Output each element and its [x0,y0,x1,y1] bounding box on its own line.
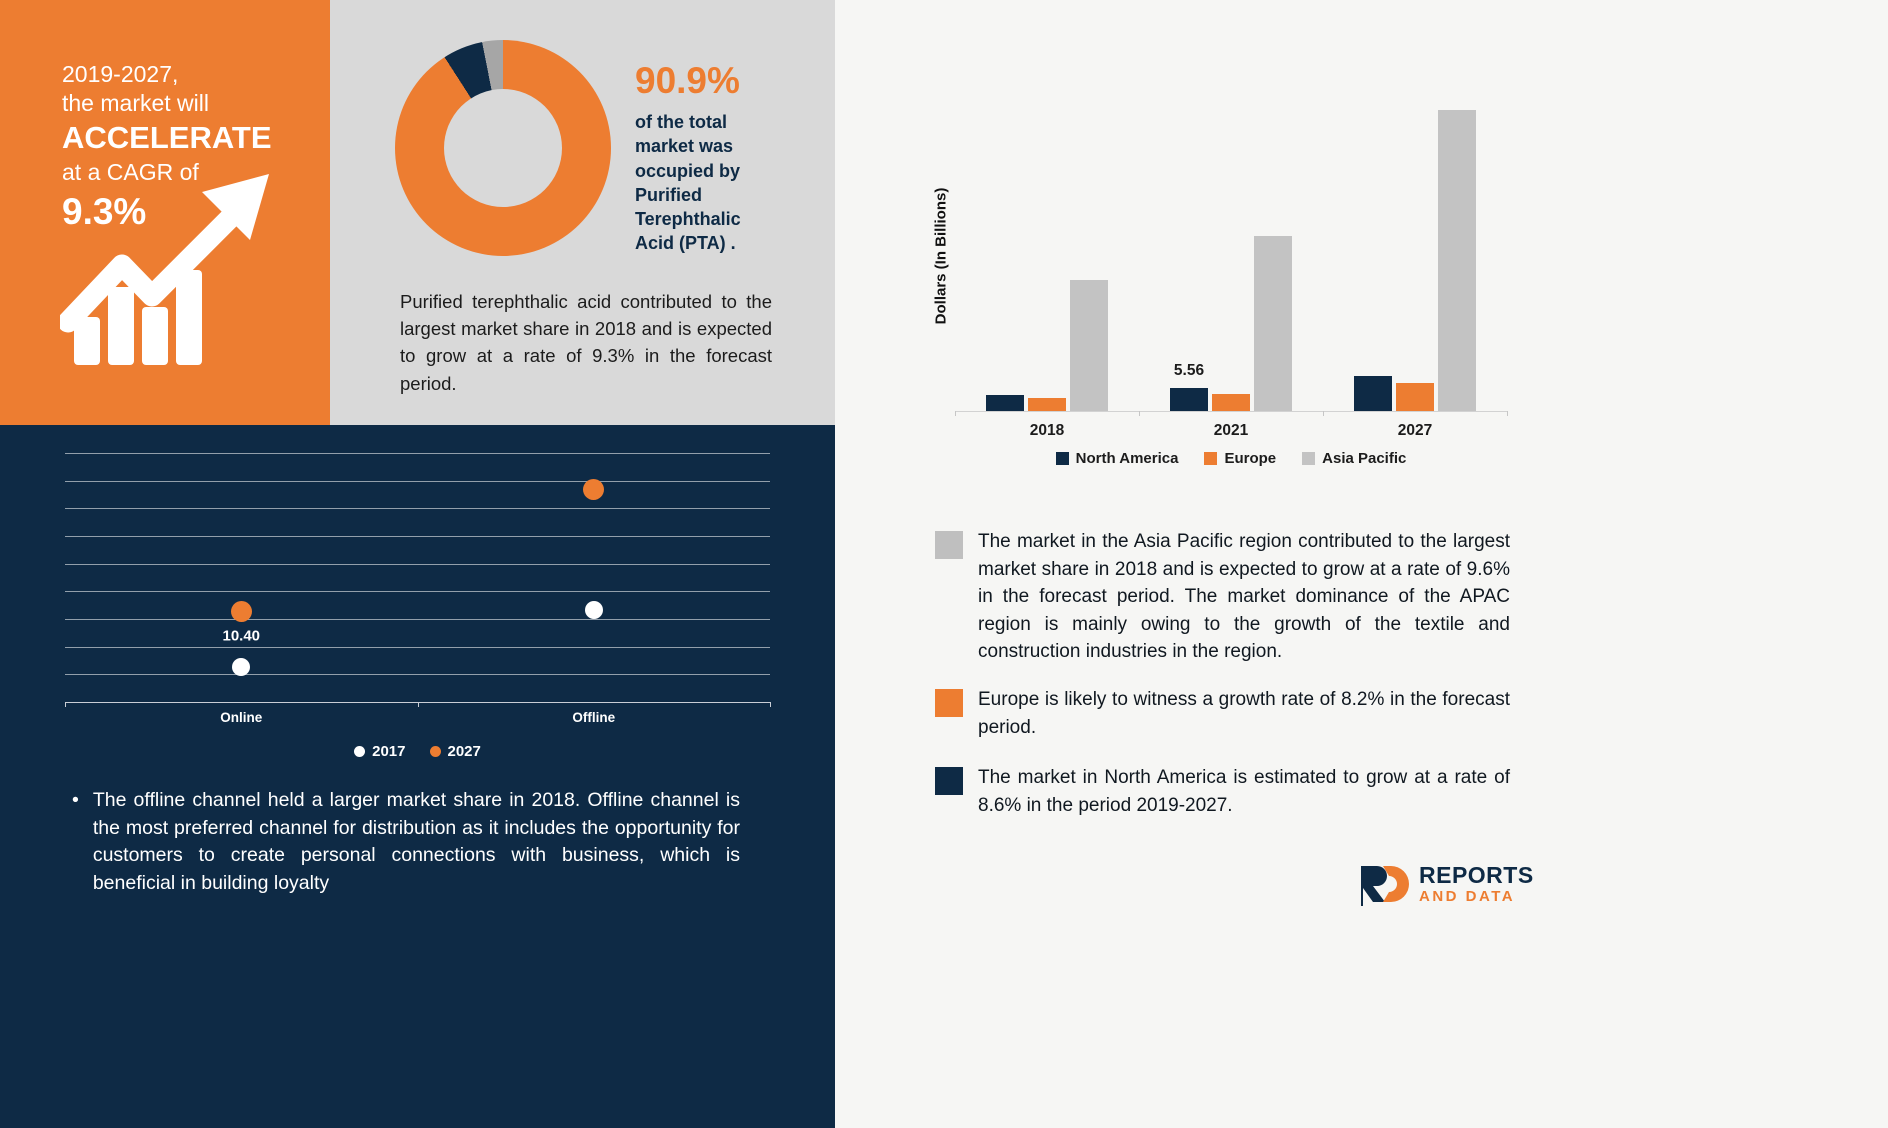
reports-and-data-logo-mark [1361,866,1409,906]
axis-tick [1139,411,1140,416]
promo-period: 2019-2027, [62,61,179,87]
category-label-online: Online [220,710,263,725]
north-america-swatch [935,767,963,795]
cagr-promo-panel: 2019-2027, the market will ACCELERATE at… [0,0,330,425]
gridline [65,563,770,565]
bar-europe-2018 [1028,398,1066,411]
europe-text: Europe is likely to witness a growth rat… [978,689,1510,738]
gridline [65,619,770,620]
north-america-text: The market in North America is estimated… [978,767,1510,816]
bar-north-america-2018 [986,394,1024,411]
data-label: 10.40 [222,627,261,645]
axis-tick [770,702,771,707]
europe-swatch [935,689,963,717]
dot-plot-area: Online Offline 10.40 [65,453,771,725]
data-point-2017-offline [584,601,603,620]
bar-asia-pacific-2021 [1254,236,1292,411]
legend-item-2017: 2017 [354,743,406,760]
data-point-2017-online [232,658,251,677]
category-label-2021: 2021 [1213,422,1249,439]
donut-hole [444,89,562,207]
legend-label: Europe [1224,450,1277,467]
category-label-offline: Offline [572,710,616,725]
category-label-2027: 2027 [1397,422,1433,439]
promo-subline: the market will [62,89,209,116]
bar-asia-pacific-2018 [1070,279,1108,411]
data-label: 5.56 [1173,361,1205,379]
pta-stat-caption: of the total market was occupied by Puri… [635,112,741,254]
data-point-2027-online [230,600,252,622]
axis-tick [65,702,66,707]
axis-tick [417,702,419,707]
logo-line1: REPORTS [1419,862,1534,889]
gridline [65,480,770,482]
legend-item-north-america: North America [1055,450,1179,467]
region-bullet-north-america: The market in North America is estimated… [935,764,1510,819]
channel-panel: Online Offline 10.40 2017 2027 • The offlin… [0,425,835,1128]
logo-text: REPORTS AND DATA [1419,863,1534,904]
pta-stat-value: 90.9% [635,60,740,101]
reports-and-data-logo: REPORTS AND DATA [1357,862,1534,906]
dot-plot-legend: 2017 2027 [65,743,770,760]
promo-cagr-label: at a CAGR of [62,159,199,186]
channel-bullet-text: The offline channel held a larger market… [92,789,740,895]
axis-tick [1507,411,1508,416]
bar-ylabel: Dollars (In Billions) [932,187,950,325]
pta-paragraph: Purified terephthalic acid contributed t… [400,291,772,394]
bar-chart-legend: North America Europe Asia Pacific [955,450,1507,467]
bar-europe-2021 [1212,394,1250,411]
asia-pacific-swatch [935,531,963,559]
legend-swatch [354,746,366,757]
bar-north-america-2021 [1170,387,1208,411]
legend-swatch [1204,452,1218,465]
legend-swatch [1055,452,1069,465]
region-bullet-asia-pacific: The market in the Asia Pacific region co… [935,528,1510,666]
gridline [65,508,770,510]
legend-item-europe: Europe [1204,450,1276,467]
legend-swatch [429,746,441,757]
legend-label: North America [1075,450,1179,467]
axis-tick [955,411,956,416]
growth-arrow-icon [60,174,269,365]
bar-chart-area: 2018 2021 2027 5.56 [955,100,1508,439]
region-bullet-europe: Europe is likely to witness a growth rat… [935,686,1510,741]
promo-cagr-value: 9.3% [62,191,147,233]
legend-label: 2017 [372,743,406,760]
regional-panel: Dollars (In Billions) 2018 2021 2027 5.56 N… [835,0,1888,1128]
cagr-promo-text: 2019-2027, the market will ACCELERATE at… [62,60,312,233]
gridline [65,674,770,676]
data-point-2027-offline [583,479,605,501]
axis-tick [1323,411,1324,416]
pta-donut [395,40,611,256]
pta-stat: 90.9% of the total market was occupied b… [635,60,795,256]
bar-asia-pacific-2027 [1438,110,1476,411]
gridline [65,453,770,454]
gridline [65,536,770,537]
legend-label: 2027 [447,743,481,760]
asia-pacific-text: The market in the Asia Pacific region co… [978,531,1510,663]
promo-accelerate: ACCELERATE [62,119,272,155]
legend-item-asia-pacific: Asia Pacific [1302,450,1406,467]
bar-north-america-2027 [1354,375,1392,411]
legend-swatch [1302,452,1316,465]
gridline [65,646,770,648]
legend-label: Asia Pacific [1322,450,1407,467]
channel-bullet: • The offline channel held a larger mark… [72,787,740,898]
pta-share-panel: 90.9% of the total market was occupied b… [330,0,835,425]
bullet-marker: • [72,789,79,811]
legend-item-2027: 2027 [429,743,481,760]
gridline [65,591,770,593]
category-label-2018: 2018 [1029,422,1065,439]
bar-europe-2027 [1396,382,1434,411]
logo-line2: AND DATA [1419,887,1516,905]
